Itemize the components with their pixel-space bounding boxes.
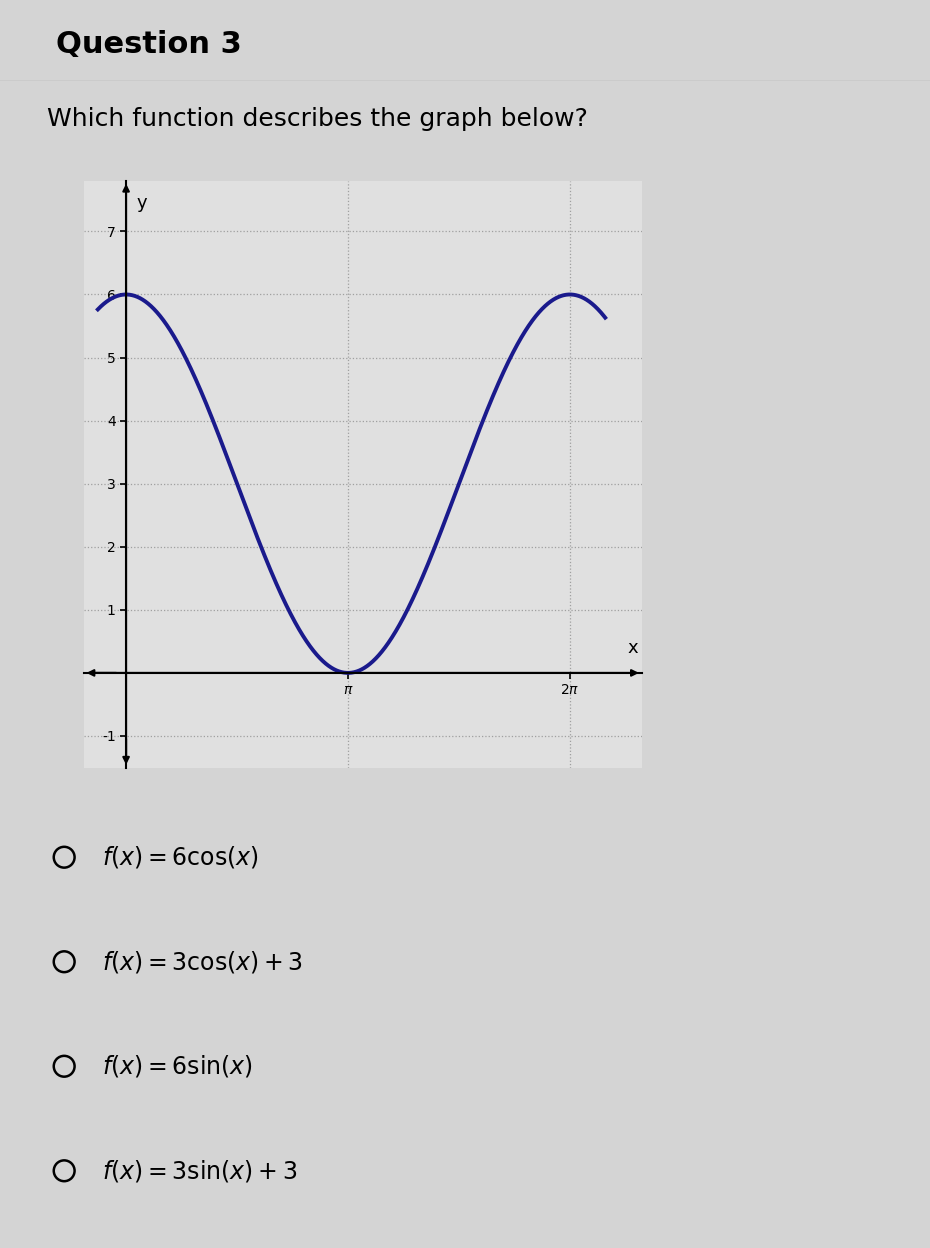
Text: y: y [137, 193, 147, 212]
Text: $f(x) = 3\cos(x) + 3$: $f(x) = 3\cos(x) + 3$ [102, 948, 303, 975]
Text: Which function describes the graph below?: Which function describes the graph below… [46, 106, 588, 131]
Text: $f(x) = 6\sin(x)$: $f(x) = 6\sin(x)$ [102, 1053, 253, 1080]
Text: x: x [628, 639, 638, 658]
Text: $f(x) = 3\sin(x) + 3$: $f(x) = 3\sin(x) + 3$ [102, 1158, 298, 1184]
Text: $f(x) = 6\cos(x)$: $f(x) = 6\cos(x)$ [102, 844, 259, 870]
Text: Question 3: Question 3 [56, 30, 242, 59]
